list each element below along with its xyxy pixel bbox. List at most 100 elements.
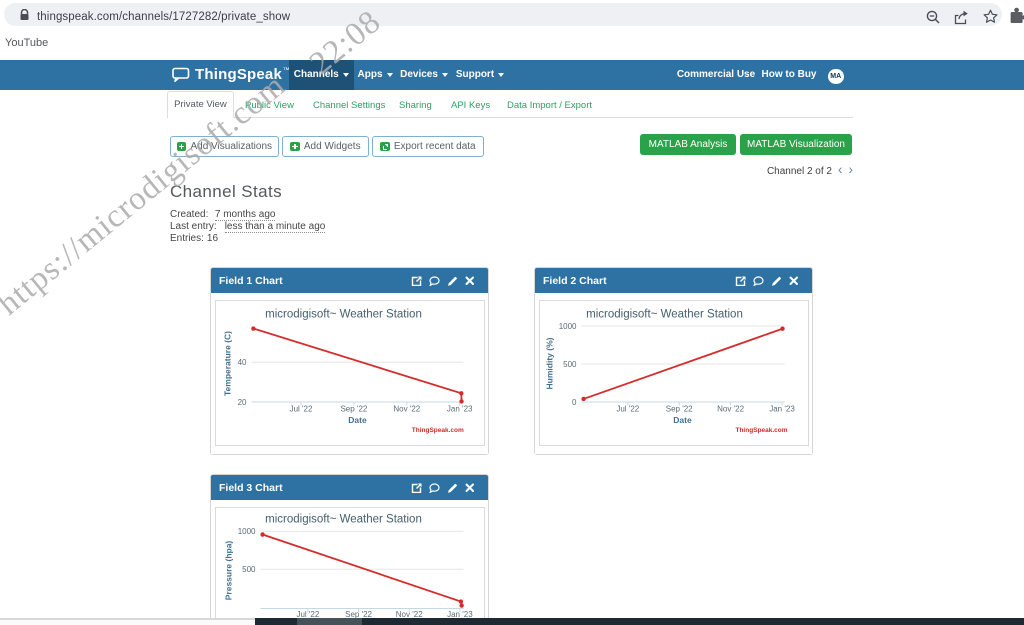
nav-item-channels[interactable]: Channels [289, 60, 354, 90]
brand-logo[interactable]: ThingSpeak ™ [172, 60, 290, 90]
svg-text:Date: Date [348, 415, 367, 425]
stat-value[interactable]: 7 months ago [214, 208, 276, 221]
tab-public-view[interactable]: Public View [245, 99, 294, 111]
plus-icon [176, 141, 187, 151]
button-label: Export recent data [393, 140, 476, 152]
tab-sharing[interactable]: Sharing [399, 99, 432, 111]
close-icon[interactable] [465, 276, 476, 286]
bookmark-youtube[interactable]: YouTube [5, 37, 49, 49]
plus-icon [290, 141, 300, 151]
button-label: Add Widgets [303, 140, 361, 152]
close-icon[interactable] [789, 276, 800, 286]
svg-text:microdigisoft~ Weather Station: microdigisoft~ Weather Station [265, 514, 422, 526]
star-icon[interactable] [983, 9, 998, 24]
chart-3[interactable]: 500 1000 Jul '22 Sep '22 Nov '22 Jan '23 micro… [214, 507, 485, 625]
tab-api-keys[interactable]: API Keys [451, 99, 491, 111]
svg-text:Jan '23: Jan '23 [446, 405, 472, 414]
chart-1[interactable]: 20 40 Jul '22 Sep '22 Nov '22 Jan '23 microdig… [214, 300, 485, 446]
open-external-icon[interactable] [411, 276, 422, 286]
user-avatar[interactable]: MA [828, 68, 844, 84]
channel-next-button[interactable]: › [848, 161, 854, 177]
stat-row: Created: 7 months ago [170, 208, 276, 221]
svg-text:500: 500 [563, 360, 577, 369]
chart-2[interactable]: 0 500 1000 Jul '22 Sep '22 Nov '22 Jan '23 micr… [538, 300, 809, 446]
matlab-analysis-button[interactable]: MATLAB Analysis [640, 133, 736, 155]
nav-item-label: Channels [293, 69, 339, 81]
address-bar[interactable]: thingspeak.com/channels/1727282/private_… [4, 2, 1002, 26]
chart-svg: 0 500 1000 Jul '22 Sep '22 Nov '22 Jan '23 micr… [544, 309, 795, 435]
navbar: ThingSpeak ™ Channels Apps Devices Support … [0, 60, 1024, 90]
url-text[interactable]: thingspeak.com/channels/1727282/private_… [37, 10, 291, 23]
nav-item-support[interactable]: Support [455, 60, 505, 90]
export-recent-data-button[interactable]: Export recent data [372, 136, 484, 157]
channel-pager-label: Channel 2 of 2 [766, 165, 832, 177]
open-external-icon[interactable] [735, 276, 746, 286]
card-title: Field 1 Chart [219, 274, 283, 287]
share-icon[interactable] [954, 10, 970, 25]
svg-text:500: 500 [242, 565, 256, 574]
card-body: 0 500 1000 Jul '22 Sep '22 Nov '22 Jan '23 micr… [535, 293, 812, 454]
svg-text:Jul '22: Jul '22 [296, 610, 319, 619]
card-header: Field 3 Chart [211, 475, 488, 500]
stat-value[interactable]: less than a minute ago [224, 221, 326, 233]
button-label: Add Visualizations [190, 140, 273, 152]
stat-row: Last entry: less than a minute ago [170, 221, 326, 233]
tab-data-import-export[interactable]: Data Import / Export [507, 99, 593, 111]
matlab-visualization-button[interactable]: MATLAB Visualization [740, 133, 852, 155]
chart-svg: 20 40 Jul '22 Sep '22 Nov '22 Jan '23 microdig… [222, 309, 473, 435]
field-chart-card-2: Field 2 Chart 0 500 1000 Jul '22 Sep '22 Nov '… [534, 267, 813, 455]
chevron-down-icon [386, 72, 393, 77]
card-body: 500 1000 Jul '22 Sep '22 Nov '22 Jan '23 micro… [211, 500, 488, 625]
svg-text:microdigisoft~ Weather Station: microdigisoft~ Weather Station [586, 309, 743, 321]
svg-text:Jan '23: Jan '23 [769, 405, 795, 414]
nav-item-label: Apps [357, 69, 383, 81]
card-title: Field 3 Chart [219, 481, 283, 494]
nav-item-devices[interactable]: Devices [400, 60, 448, 90]
chevron-down-icon [342, 72, 349, 77]
nav-item-label: Devices [400, 69, 438, 81]
svg-text:Sep '22: Sep '22 [340, 405, 367, 414]
edit-pencil-icon[interactable] [447, 276, 458, 286]
tab-private-view[interactable]: Private View [167, 90, 234, 118]
svg-text:Sep '22: Sep '22 [345, 610, 372, 619]
comment-icon[interactable] [429, 275, 440, 286]
svg-text:40: 40 [237, 358, 246, 367]
comment-icon[interactable] [753, 275, 764, 286]
svg-text:ThingSpeak.com: ThingSpeak.com [411, 427, 463, 434]
card-title: Field 2 Chart [543, 274, 607, 287]
stat-label: Created: [170, 208, 209, 220]
chevron-down-icon [441, 72, 448, 77]
nav-item-apps[interactable]: Apps [355, 60, 395, 90]
extensions-puzzle-icon[interactable] [1009, 7, 1024, 23]
svg-text:0: 0 [572, 398, 577, 407]
close-icon[interactable] [465, 483, 476, 493]
chart-svg: 500 1000 Jul '22 Sep '22 Nov '22 Jan '23 micro… [223, 514, 473, 625]
tabs-divider [167, 116, 853, 118]
add-visualizations-button[interactable]: Add Visualizations [170, 136, 279, 157]
bottom-border-line [0, 618, 256, 620]
svg-text:Jan '23: Jan '23 [447, 610, 473, 619]
channel-pager: Channel 2 of 2 ‹ › [683, 161, 854, 177]
svg-text:Pressure (hpa): Pressure (hpa) [223, 541, 233, 601]
brand-name: ThingSpeak [195, 66, 283, 84]
channel-prev-button[interactable]: ‹ [838, 161, 843, 177]
comment-icon[interactable] [429, 482, 440, 493]
zoom-out-icon[interactable] [926, 10, 941, 25]
tab-channel-settings[interactable]: Channel Settings [313, 99, 386, 111]
edit-pencil-icon[interactable] [447, 483, 458, 493]
bottom-taskbar [255, 617, 1024, 625]
svg-text:1000: 1000 [237, 527, 255, 536]
svg-text:Jul '22: Jul '22 [616, 405, 639, 414]
svg-text:20: 20 [237, 398, 246, 407]
nav-item-commercial-use[interactable]: Commercial Use [676, 69, 756, 81]
card-header: Field 1 Chart [211, 268, 488, 293]
nav-item-how-to-buy[interactable]: How to Buy [761, 69, 817, 81]
add-widgets-button[interactable]: Add Widgets [282, 136, 369, 157]
open-external-icon[interactable] [411, 483, 422, 493]
svg-text:ThingSpeak.com: ThingSpeak.com [735, 427, 787, 434]
card-header-icons [735, 275, 800, 286]
svg-text:Humidity (%): Humidity (%) [544, 337, 554, 389]
edit-pencil-icon[interactable] [771, 276, 782, 286]
lock-icon [20, 8, 29, 20]
